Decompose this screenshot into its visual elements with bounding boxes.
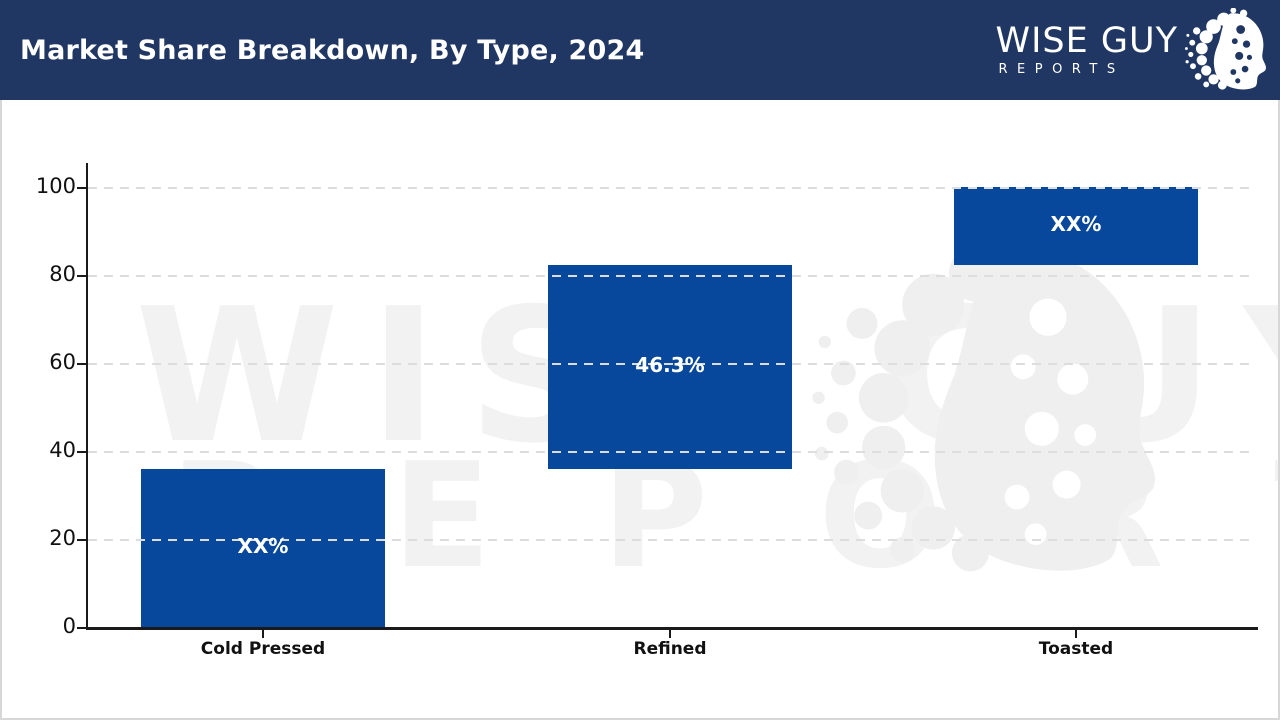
y-axis xyxy=(86,163,88,630)
y-tick-mark xyxy=(77,187,86,189)
header: Market Share Breakdown, By Type, 2024 WI… xyxy=(0,0,1280,100)
x-tick xyxy=(669,630,671,638)
logo-line1: WISE GUY xyxy=(995,21,1178,61)
x-tick xyxy=(1075,630,1077,638)
y-tick-mark xyxy=(77,363,86,365)
category-label: Refined xyxy=(633,639,707,659)
gridline xyxy=(88,451,1254,453)
y-tick-label: 20 xyxy=(49,526,76,550)
y-tick-label: 60 xyxy=(49,350,76,374)
y-tick-mark xyxy=(77,451,86,453)
bar xyxy=(141,468,385,627)
y-tick-mark xyxy=(77,275,86,277)
watermark-head-icon xyxy=(800,228,1172,580)
y-tick-label: 80 xyxy=(49,262,76,286)
x-tick xyxy=(262,630,264,638)
bar xyxy=(548,264,792,469)
y-tick-mark xyxy=(77,539,86,541)
wiseguy-head-icon xyxy=(1182,8,1270,92)
y-tick-label: 100 xyxy=(35,174,76,198)
y-tick-label: 40 xyxy=(49,438,76,462)
category-label: Cold Pressed xyxy=(200,639,326,659)
bar xyxy=(954,187,1198,265)
page-title: Market Share Breakdown, By Type, 2024 xyxy=(20,34,645,66)
gridline xyxy=(88,275,1254,277)
gridline xyxy=(88,539,1254,541)
bar-label: XX% xyxy=(1050,211,1102,236)
bar-label: XX% xyxy=(237,533,289,558)
gridline xyxy=(88,187,1254,189)
x-axis xyxy=(86,627,1258,630)
category-label: Toasted xyxy=(1038,639,1114,659)
logo-wordmark: WISE GUY REPORTS xyxy=(995,21,1178,77)
wiseguy-logo: WISE GUY REPORTS xyxy=(995,8,1280,92)
y-tick-label: 0 xyxy=(62,614,76,638)
logo-line2: REPORTS xyxy=(998,62,1125,77)
gridline xyxy=(88,363,1254,365)
chart-area: WISE GUY R E P O R T S 020406080100XX%Co… xyxy=(0,100,1280,720)
bar-label: 46.3% xyxy=(635,352,705,377)
y-tick-mark xyxy=(77,627,86,629)
